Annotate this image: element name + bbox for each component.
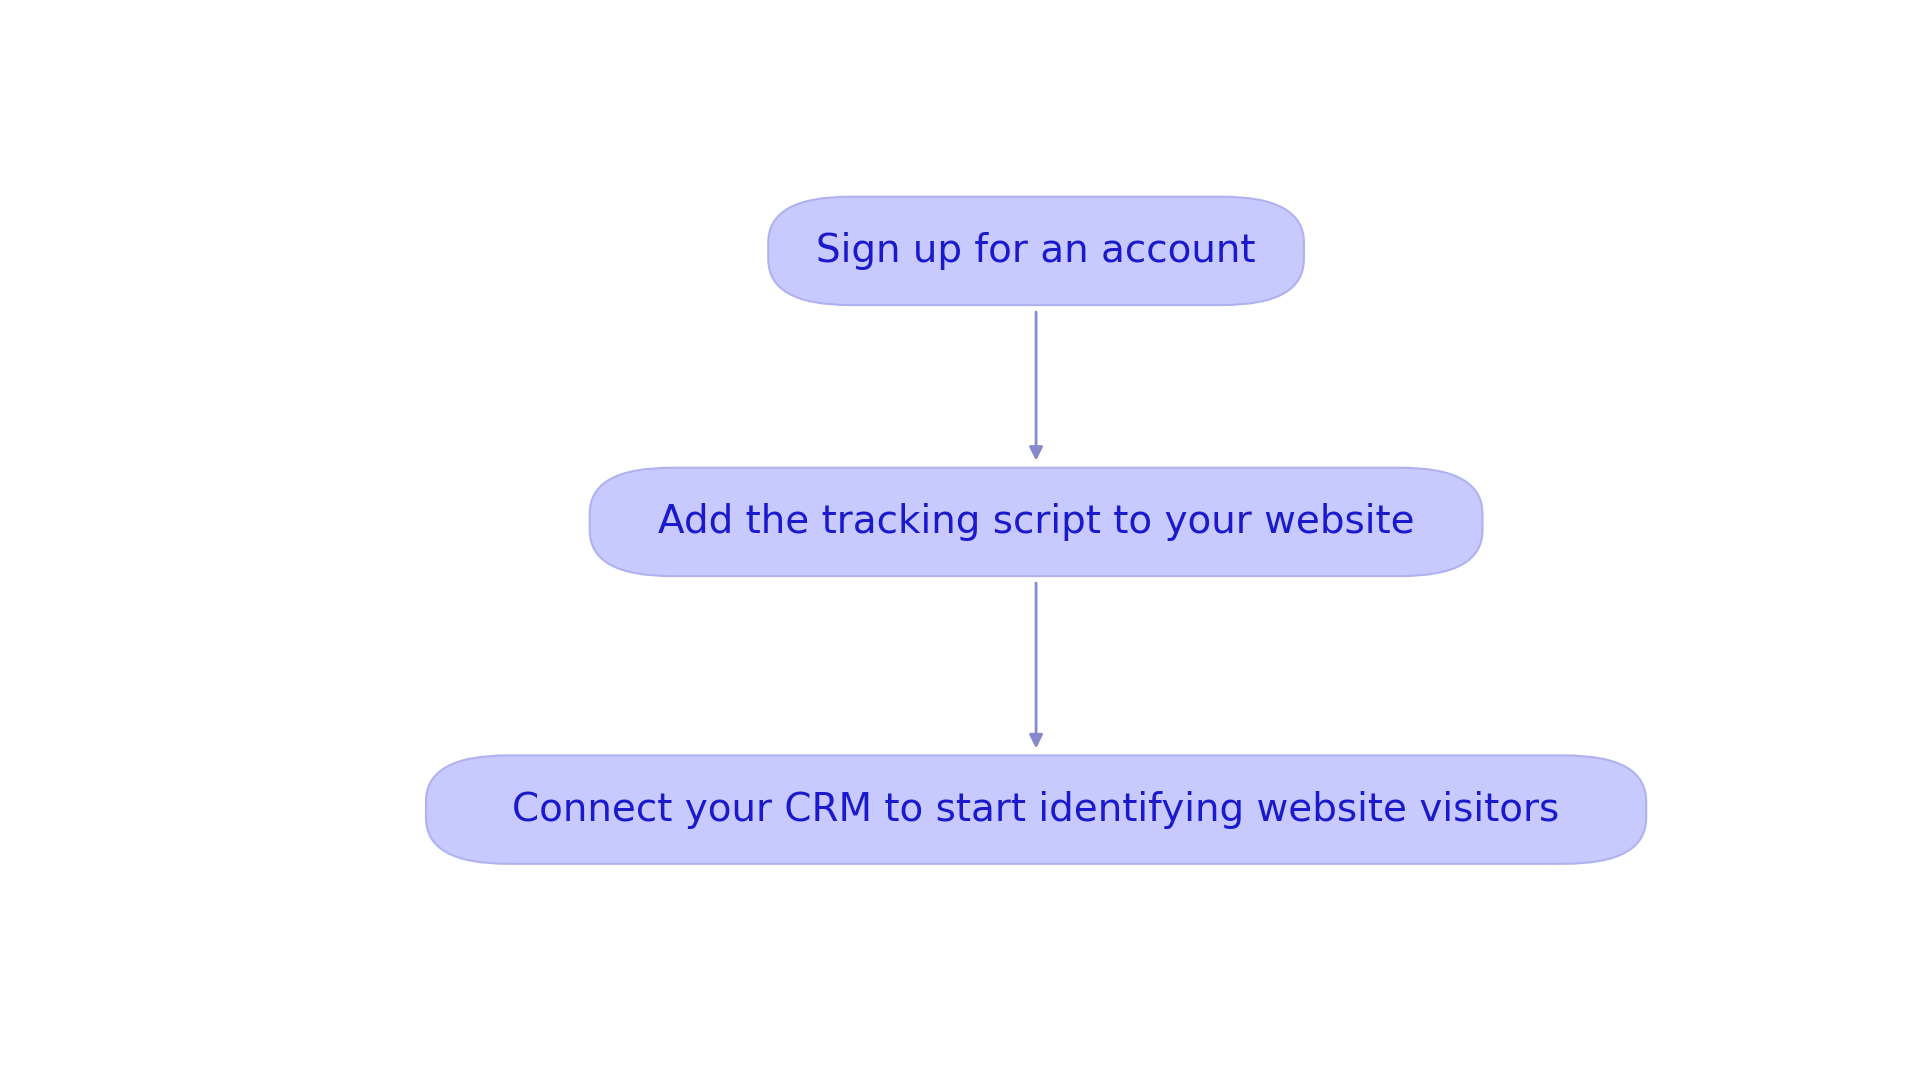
Text: Connect your CRM to start identifying website visitors: Connect your CRM to start identifying we… [513,791,1559,828]
FancyBboxPatch shape [589,468,1482,576]
FancyBboxPatch shape [426,756,1645,864]
Text: Add the tracking script to your website: Add the tracking script to your website [659,503,1415,540]
Text: Sign up for an account: Sign up for an account [816,232,1256,270]
FancyBboxPatch shape [768,197,1304,305]
